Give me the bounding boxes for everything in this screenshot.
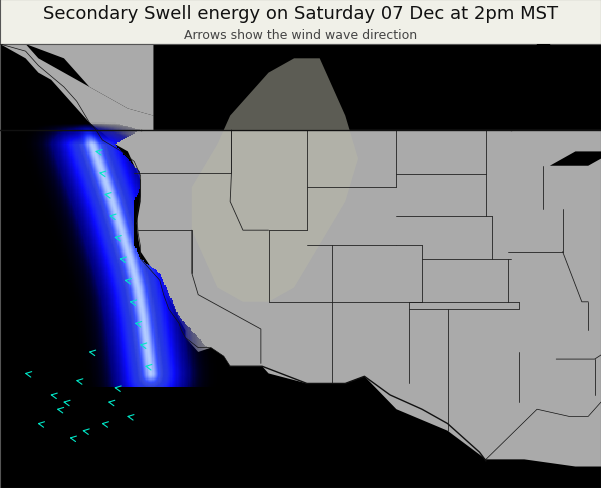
Text: Secondary Swell energy on Saturday 07 Dec at 2pm MST: Secondary Swell energy on Saturday 07 De…	[43, 5, 558, 23]
Text: Arrows show the wind wave direction: Arrows show the wind wave direction	[184, 28, 417, 41]
